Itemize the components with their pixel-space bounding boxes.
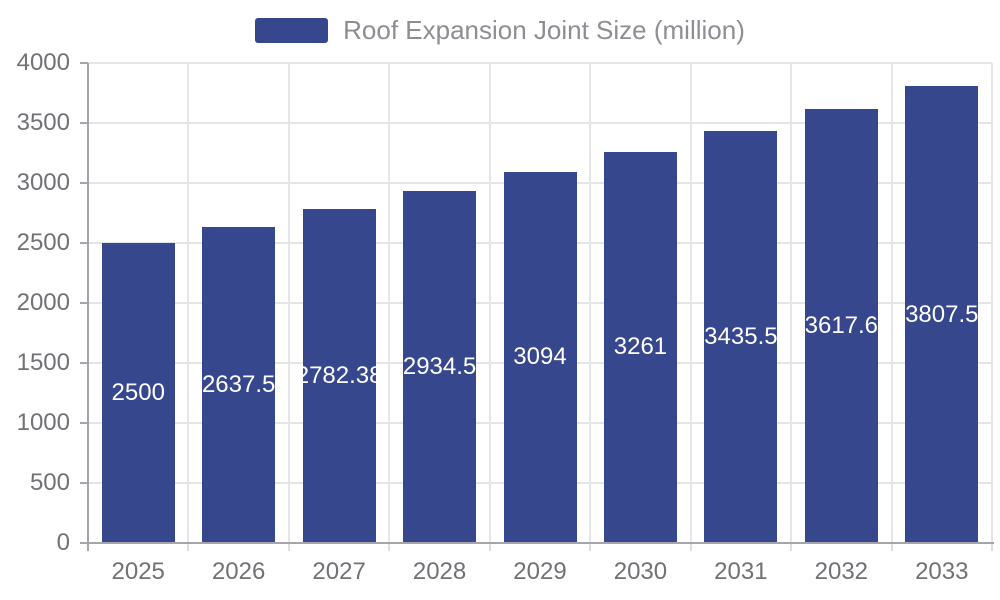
y-axis-tick-label: 2000 (16, 289, 70, 316)
legend-item[interactable]: Roof Expansion Joint Size (million) (255, 17, 745, 43)
legend: Roof Expansion Joint Size (million) (0, 17, 1000, 43)
bar-value-label: 3435.5 (704, 322, 778, 350)
y-axis-tick-label: 500 (29, 469, 70, 496)
bar[interactable] (202, 226, 276, 543)
gridline-v (287, 63, 290, 543)
x-axis-tick-label: 2031 (714, 558, 768, 585)
y-axis-tick-label: 4000 (16, 49, 70, 76)
legend-swatch (255, 17, 329, 43)
x-axis-tick-label: 2033 (915, 558, 969, 585)
x-axis-tick-label: 2030 (613, 558, 668, 585)
gridline-v (689, 63, 692, 543)
bar[interactable] (804, 108, 878, 543)
x-axis-tick (689, 543, 692, 551)
bar[interactable] (302, 209, 376, 543)
bar-value-label: 3807.5 (905, 300, 979, 328)
bar-value-label: 3617.6 (804, 311, 879, 339)
y-axis-tick (80, 182, 88, 184)
x-axis-tick (488, 543, 491, 551)
gridline-v (388, 63, 391, 543)
y-axis-tick-label: 3000 (16, 169, 70, 196)
x-axis-tick (287, 543, 290, 551)
x-axis-tick-label: 2027 (312, 558, 366, 585)
bar-value-label: 2637.5 (201, 370, 276, 398)
x-axis-tick (87, 543, 89, 551)
bar[interactable] (101, 243, 175, 543)
y-axis-tick-label: 1500 (16, 349, 70, 376)
bar[interactable] (603, 151, 677, 543)
x-axis-tick (790, 543, 793, 551)
gridline-v (187, 63, 190, 543)
gridline-h (88, 62, 992, 64)
y-axis-tick (80, 422, 88, 424)
gridline-v (790, 63, 793, 543)
x-axis-tick-label: 2028 (412, 558, 467, 585)
bar-value-label: 3094 (513, 343, 567, 371)
y-axis-tick-label: 0 (56, 529, 70, 556)
y-axis-tick (80, 482, 88, 484)
x-axis-tick (187, 543, 190, 551)
bar[interactable] (403, 190, 477, 543)
bar-value-label: 2934.5 (402, 352, 477, 380)
bar-value-label: 3261 (613, 333, 668, 361)
y-axis-tick (80, 122, 88, 124)
bar-value-label: 2782.38 (295, 362, 383, 390)
x-axis-tick (589, 543, 592, 551)
y-axis-tick (80, 242, 88, 244)
y-axis-tick-label: 1000 (16, 409, 70, 436)
y-axis-tick (80, 542, 88, 544)
y-axis-tick (80, 62, 88, 64)
y-axis-tick-label: 3500 (16, 109, 70, 136)
x-axis-tick (388, 543, 391, 551)
x-axis-tick (890, 543, 893, 551)
y-axis-line (87, 63, 89, 551)
gridline-v (488, 63, 491, 543)
bar[interactable] (905, 86, 979, 543)
gridline-v (890, 63, 893, 543)
bar[interactable] (704, 130, 778, 543)
x-axis-tick-label: 2029 (513, 558, 567, 585)
bar[interactable] (503, 171, 577, 543)
gridline-v (589, 63, 592, 543)
x-axis-tick-label: 2025 (111, 558, 165, 585)
x-axis-tick-label: 2032 (814, 558, 869, 585)
y-axis-tick (80, 362, 88, 364)
legend-label: Roof Expansion Joint Size (million) (343, 15, 745, 45)
gridline-v (991, 63, 993, 543)
x-axis-tick (991, 543, 993, 551)
y-axis-tick-label: 2500 (16, 229, 70, 256)
x-axis-tick-label: 2026 (211, 558, 266, 585)
y-axis-tick (80, 302, 88, 304)
bar-value-label: 2500 (111, 379, 165, 406)
